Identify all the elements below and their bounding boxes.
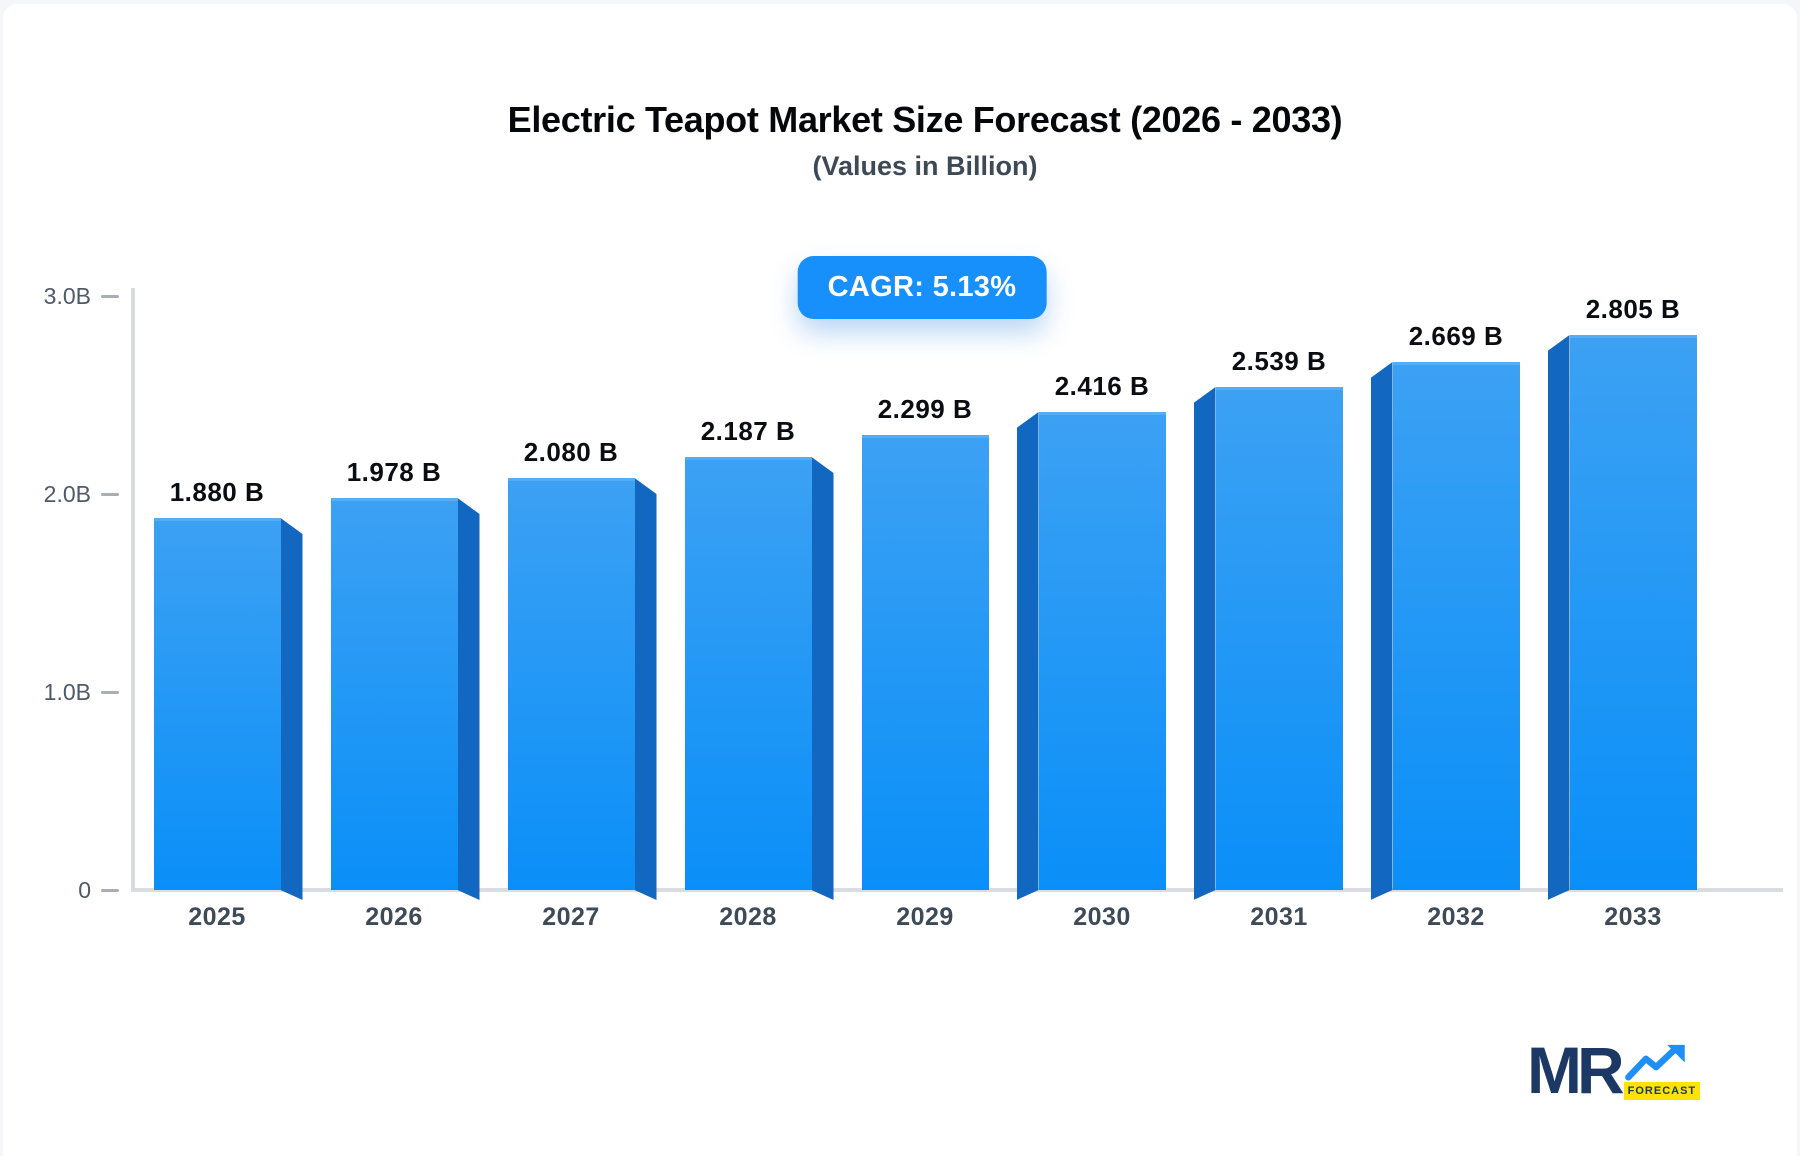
x-axis-label-2026: 2026 (365, 903, 423, 931)
cagr-badge: CAGR: 5.13% (797, 256, 1047, 319)
bar-side-2030 (1017, 412, 1039, 900)
y-tick-mark (101, 888, 119, 892)
bar-2027 (507, 478, 635, 890)
bar-side-2031 (1194, 387, 1216, 900)
chart-card: Electric Teapot Market Size Forecast (20… (3, 4, 1797, 1156)
chart-title: Electric Teapot Market Size Forecast (20… (507, 99, 1343, 140)
y-axis-line (131, 288, 135, 892)
logo-mr-text: MR (1527, 1033, 1625, 1107)
bar-2032 (1392, 362, 1520, 890)
bar-2025 (153, 518, 281, 890)
y-tick-mark (101, 690, 119, 694)
x-axis-label-2027: 2027 (542, 903, 600, 931)
bar-side-2025 (281, 518, 303, 900)
y-tick-mark (101, 492, 119, 496)
chart-subtitle: (Values in Billion) (812, 151, 1038, 181)
bar-value-label-2025: 1.880 B (169, 477, 265, 507)
bar-2028 (684, 457, 812, 890)
bar-2033 (1569, 335, 1697, 890)
bar-value-label-2026: 1.978 B (346, 457, 442, 487)
bar-2030 (1038, 412, 1166, 890)
bar-value-label-2027: 2.080 B (523, 437, 619, 467)
x-axis-label-2028: 2028 (719, 903, 777, 931)
y-axis-label-2.0B: 2.0B (43, 481, 91, 507)
x-axis-label-2033: 2033 (1604, 903, 1662, 931)
bar-side-2033 (1548, 335, 1570, 900)
y-axis-label-0: 0 (78, 877, 91, 903)
cagr-badge-label: CAGR: 5.13% (827, 271, 1017, 303)
logo-right-block: FORECAST (1623, 1044, 1701, 1100)
y-tick-mark (101, 294, 119, 298)
y-axis-label-1.0B: 1.0B (43, 679, 91, 705)
x-axis-line (131, 888, 1783, 892)
x-axis-label-2032: 2032 (1427, 903, 1485, 931)
bar-side-2027 (635, 478, 657, 900)
chart-header: Electric Teapot Market Size Forecast (20… (25, 4, 1800, 182)
x-axis-label-2030: 2030 (1073, 903, 1131, 931)
bar-side-2028 (812, 457, 834, 900)
bar-value-label-2030: 2.416 B (1054, 371, 1150, 401)
bar-value-label-2033: 2.805 B (1585, 294, 1681, 324)
bar-value-label-2028: 2.187 B (700, 416, 796, 446)
bar-value-label-2032: 2.669 B (1408, 321, 1504, 351)
bar-2026 (330, 498, 458, 890)
x-axis-label-2025: 2025 (188, 903, 246, 931)
bar-2029 (861, 435, 989, 890)
logo-forecast-text: FORECAST (1623, 1082, 1701, 1100)
bar-side-2032 (1371, 362, 1393, 900)
mr-forecast-logo: MR FORECAST (1527, 1033, 1701, 1107)
bar-value-label-2029: 2.299 B (877, 394, 973, 424)
y-axis-label-3.0B: 3.0B (43, 283, 91, 309)
bar-side-2026 (458, 498, 480, 900)
bar-2031 (1215, 387, 1343, 890)
x-axis-label-2031: 2031 (1250, 903, 1308, 931)
trend-arrow-icon (1624, 1044, 1685, 1081)
x-axis-label-2029: 2029 (896, 903, 954, 931)
bar-value-label-2031: 2.539 B (1231, 346, 1327, 376)
